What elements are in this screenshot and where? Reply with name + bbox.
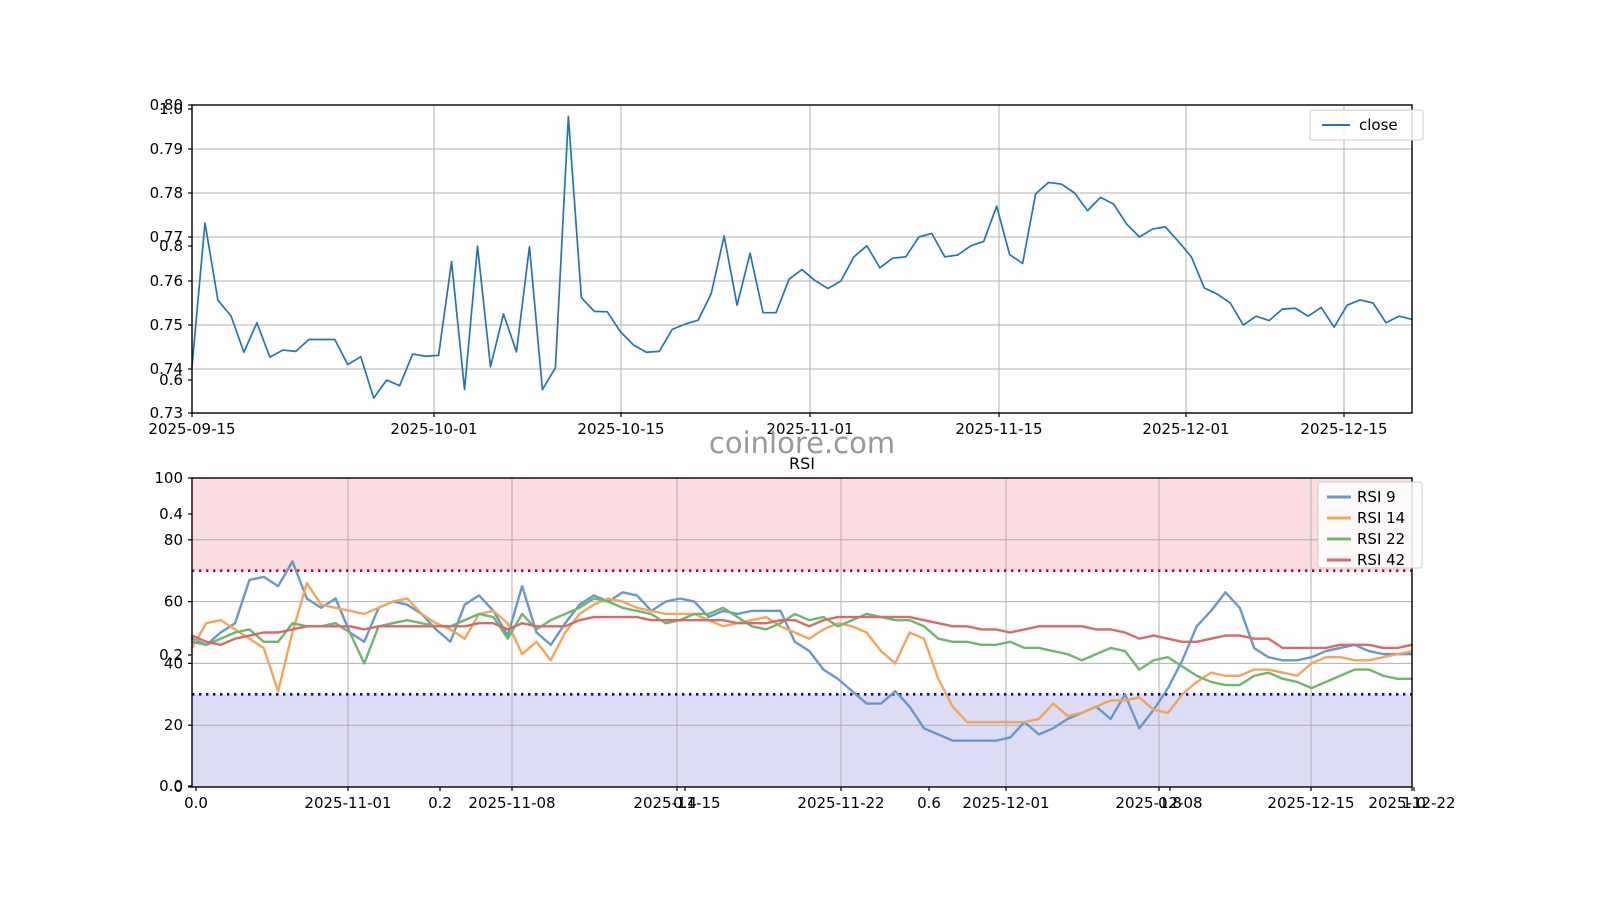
rsi-y-overlay-tick-label: 0.0 [159,777,183,795]
price-y-tick-label: 0.78 [150,184,183,202]
rsi-x-tick-label: 2025-12-01 [962,794,1049,812]
price-y-overlay-tick-label: 0.8 [159,237,183,255]
price-series-close [191,115,1413,399]
rsi-legend-label-rsi-9: RSI 9 [1357,488,1396,506]
rsi-series-rsi-22 [190,597,1414,690]
price-x-tick-label: 2025-11-01 [766,420,853,438]
rsi-shaded-band-oversold [192,694,1412,787]
price-x-tick-label: 2025-09-15 [148,420,235,438]
rsi-legend-label-rsi-42: RSI 42 [1357,551,1405,569]
rsi-axes-frame [191,477,1413,788]
rsi-x-tick-label: 2025-11-22 [797,794,884,812]
rsi-x-overlay-tick-label: 0.2 [428,794,452,812]
price-panel: 0.73 0.74 0.75 0.76 0.77 0.78 0.79 0.80 0.6 0.8 1.… [148,96,1413,438]
price-y-tick-label: 0.75 [150,316,183,334]
price-y-tick-label: 0.74 [150,360,183,378]
rsi-x-overlay-tick-label: 0.8 [1158,794,1182,812]
rsi-series-rsi-42 [190,615,1414,650]
price-y-tick-label: 0.76 [150,272,183,290]
rsi-panel: 0 20 40 60 80 100 0.0 0.2 0.4 2025-11-01 2025-11-0… [154,469,1455,812]
rsi-x-tick-label: 2025-12-08 [1115,794,1202,812]
rsi-y-overlay-tick-label: 0.2 [159,646,183,664]
rsi-x-overlay-tick-label: 1.0 [1402,794,1426,812]
price-legend-label-close: close [1359,116,1398,134]
rsi-y-tick-label: 40 [164,654,183,672]
price-x-tick-label: 2025-12-15 [1300,420,1387,438]
price-x-tick-label: 2025-12-01 [1142,420,1229,438]
price-y-tick-label: 0.77 [150,228,183,246]
rsi-x-tick-label: 2025-11-08 [468,794,555,812]
rsi-y-tick-label: 60 [164,593,183,611]
rsi-panel-title: RSI [789,454,815,473]
rsi-legend-label-rsi-22: RSI 22 [1357,530,1405,548]
price-legend-box [1309,109,1424,141]
price-y-tick-label: 0.79 [150,140,183,158]
rsi-legend-label-rsi-14: RSI 14 [1357,509,1405,527]
rsi-x-tick-label: 2025-11-15 [633,794,720,812]
watermark-text: coinlore.com [709,426,895,460]
rsi-legend[interactable]: RSI 9 RSI 14 RSI 22 RSI 42 [1317,481,1423,569]
rsi-x-overlay-tick-label: 0.4 [673,794,697,812]
price-axes-frame [191,104,1413,414]
price-y-tick-label: 0.73 [150,404,183,422]
rsi-y-tick-label: 100 [154,469,183,487]
rsi-series-rsi-14 [190,581,1414,724]
rsi-x-overlay-tick-label: 0.6 [917,794,941,812]
price-y-overlay-tick-label: 1.0 [159,100,183,118]
price-x-tick-label: 2025-10-01 [390,420,477,438]
rsi-y-tick-label: 20 [164,716,183,734]
rsi-y-overlay-tick-label: 0.4 [159,505,183,523]
rsi-y-tick-label: 0 [173,778,183,796]
price-legend[interactable]: close [1309,109,1424,141]
price-y-tick-label: 0.80 [150,96,183,114]
rsi-legend-box [1317,481,1423,569]
rsi-shaded-band-overbought [192,478,1412,571]
price-x-tick-label: 2025-11-15 [955,420,1042,438]
rsi-x-tick-label: 2025-12-15 [1267,794,1354,812]
rsi-x-overlay-tick-label: 0.0 [184,794,208,812]
rsi-x-tick-label: 2025-11-01 [304,794,391,812]
price-x-tick-label: 2025-10-15 [577,420,664,438]
price-plot-background [192,105,1412,413]
rsi-x-tick-label: 2025-12-22 [1368,794,1455,812]
rsi-y-tick-label: 80 [164,531,183,549]
price-y-overlay-tick-label: 0.6 [159,371,183,389]
